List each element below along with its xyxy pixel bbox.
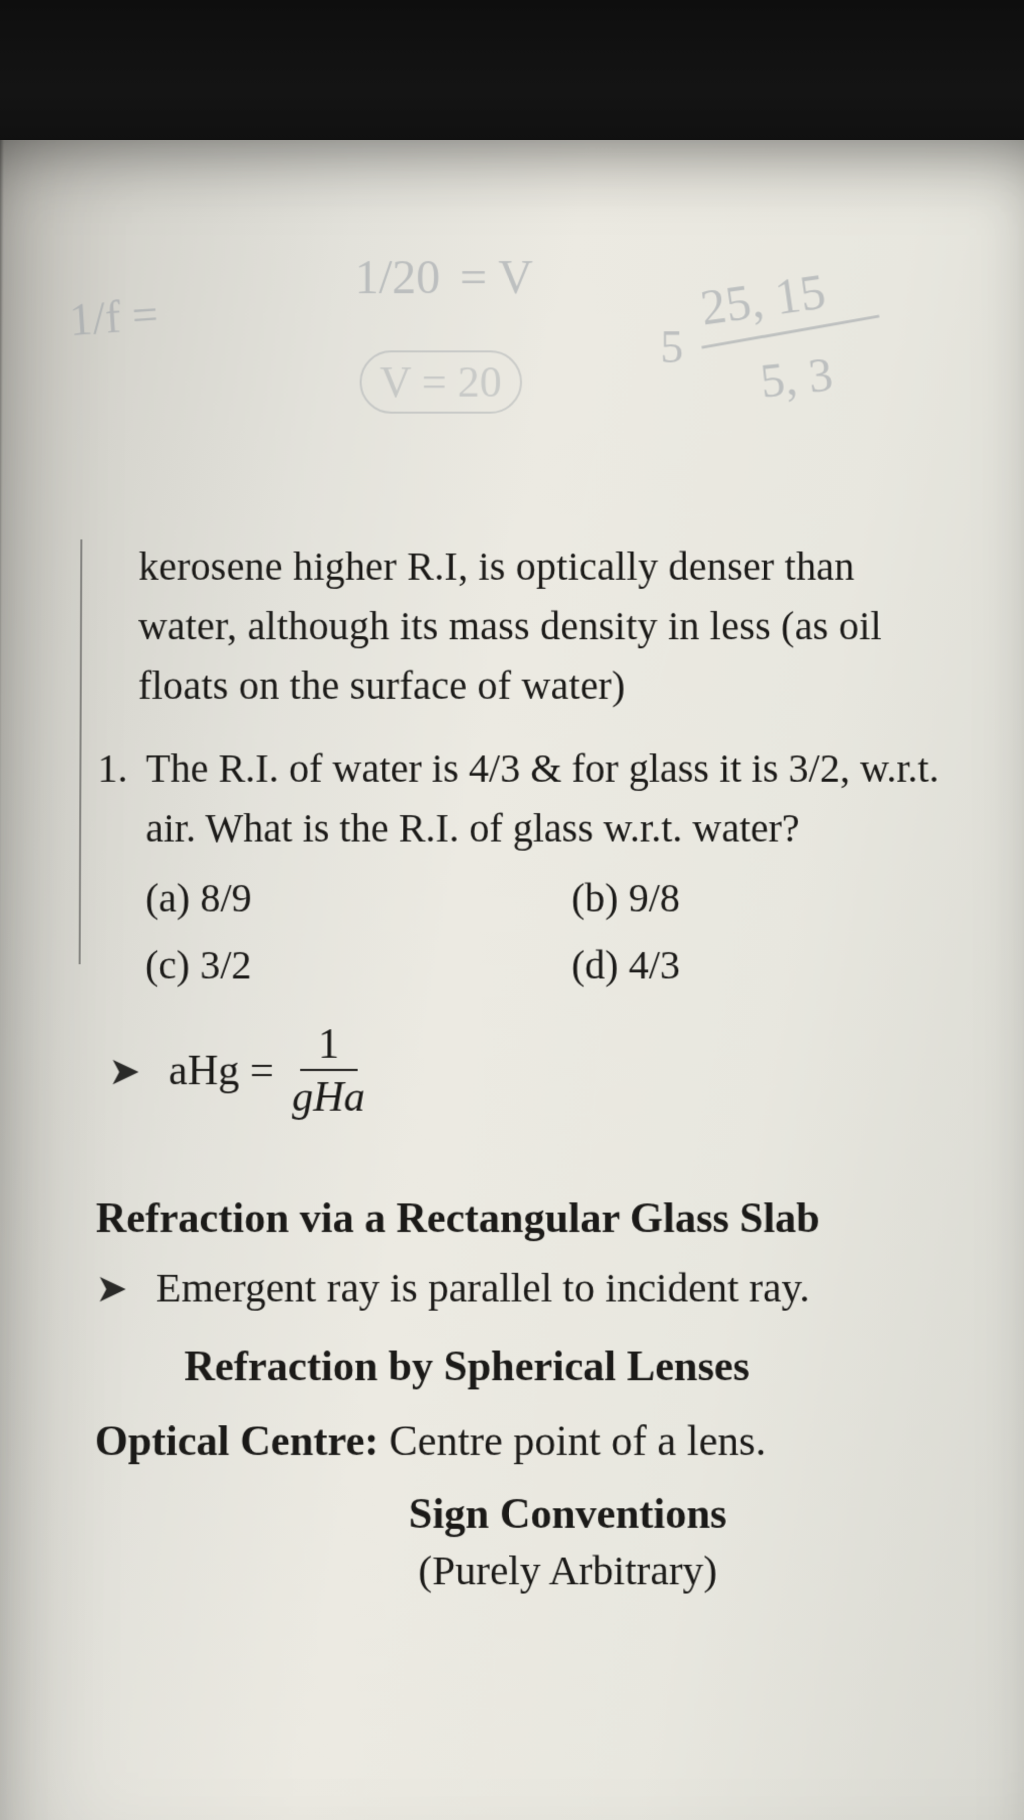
content-block: kerosene higher R.I, is optically denser… — [94, 536, 960, 1594]
formula-fraction: 1 gHa — [284, 1022, 373, 1120]
pencil-note-3: V = 20 — [360, 350, 522, 413]
question-number: 1. — [97, 738, 146, 798]
section-heading-slab: Refraction via a Rectangular Glass Slab — [96, 1189, 959, 1249]
pencil-note-4: 25, 15 — [697, 262, 829, 337]
handwriting-area: 1/f = 1/20 = V V = 20 25, 15 5, 3 5 — [58, 180, 965, 511]
formula-row: ➤ aHg = 1 gHa — [108, 1022, 958, 1120]
pencil-note-1: 1/20 — [355, 250, 441, 305]
pencil-stroke-line — [701, 315, 879, 349]
option-b: (b) 9/8 — [571, 868, 957, 929]
intro-paragraph: kerosene higher R.I, is optically denser… — [138, 536, 956, 715]
question-row: 1. The R.I. of water is 4/3 & for glass … — [97, 738, 957, 858]
sign-conventions-heading: Sign Conventions — [176, 1489, 960, 1538]
formula-lhs: aHg = — [169, 1047, 274, 1096]
options-grid: (a) 8/9 (b) 9/8 (c) 3/2 (d) 4/3 — [145, 868, 958, 996]
section-heading-lenses: Refraction by Spherical Lenses — [184, 1337, 959, 1397]
pencil-note-left: 1/f = — [68, 287, 160, 346]
option-d: (d) 4/3 — [571, 935, 957, 996]
formula-numerator: 1 — [300, 1022, 358, 1071]
formula-denominator: gHa — [284, 1071, 373, 1120]
bullet-text: Emergent ray is parallel to incident ray… — [156, 1257, 810, 1316]
bullet-arrow-icon: ➤ — [95, 1266, 127, 1312]
textbook-page: 1/f = 1/20 = V V = 20 25, 15 5, 3 5 kero… — [0, 140, 1024, 1820]
question-text: The R.I. of water is 4/3 & for glass it … — [146, 738, 958, 858]
bullet-arrow-icon: ➤ — [108, 1048, 140, 1094]
definition-line: Optical Centre: Centre point of a lens. — [95, 1412, 960, 1473]
option-c: (c) 3/2 — [145, 935, 531, 996]
margin-rule — [79, 539, 83, 964]
sign-conventions-sub: (Purely Arbitrary) — [175, 1545, 960, 1594]
definition-term: Optical Centre: — [95, 1418, 379, 1465]
bullet-row: ➤ Emergent ray is parallel to incident r… — [95, 1257, 959, 1316]
pencil-note-6: 5 — [660, 320, 683, 373]
definition-body: Centre point of a lens. — [379, 1418, 766, 1465]
pencil-note-5: 5, 3 — [758, 347, 836, 409]
pencil-note-2: = V — [460, 250, 533, 305]
option-a: (a) 8/9 — [145, 868, 531, 929]
photo-frame: 1/f = 1/20 = V V = 20 25, 15 5, 3 5 kero… — [0, 0, 1024, 1820]
formula: aHg = 1 gHa — [169, 1022, 374, 1120]
